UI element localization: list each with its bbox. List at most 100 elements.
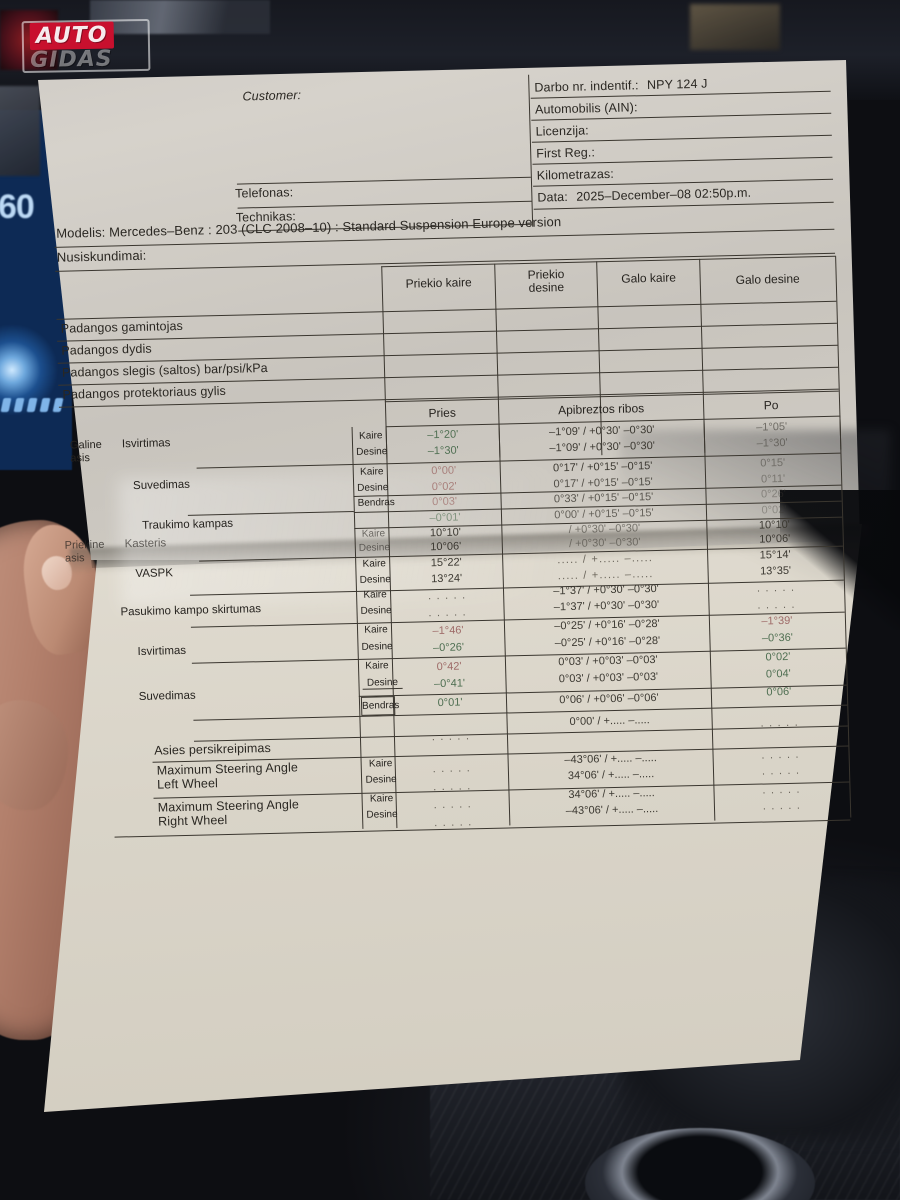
rear-r4-side: Bendras	[357, 497, 396, 509]
data-label: Data:	[537, 189, 568, 205]
front-r1-side: Desine	[358, 542, 391, 554]
front-r3-pries: 13°24'	[431, 572, 463, 586]
measure-col-before: Pries	[428, 405, 457, 421]
wheel-col-rear-left: Galo kaire	[621, 270, 677, 286]
front-r8-side: Kaire	[365, 660, 389, 672]
rear-group-isvirtimas: Isvirtimas	[121, 437, 171, 451]
complaints-label: Nusiskundimai:	[56, 247, 147, 265]
licenzija-label: Licenzija:	[535, 123, 589, 139]
front-group-vaspk: VASPK	[135, 567, 174, 581]
front-group-pasukimo: Pasukimo kampo skirtumas	[120, 603, 262, 619]
rear-r1-limits: –1°09' / +0°30' –0°30'	[549, 439, 656, 455]
header-row-kilometrazas: Kilometrazas:	[537, 165, 618, 185]
kilometrazas-label: Kilometrazas:	[536, 166, 615, 183]
bottom-r4-side: Desine	[366, 809, 398, 821]
bottom-r4-limits: –43°06' / +..... –.....	[565, 802, 659, 818]
front-r5-po: . . . . .	[757, 598, 796, 612]
msa-right-label: Maximum Steering Angle Right Wheel	[157, 797, 300, 829]
rear-axle-label-l1: Galine	[69, 438, 102, 452]
rear-r1-pries: –1°30'	[427, 444, 459, 458]
rear-r2-pries: 0°00'	[431, 464, 457, 478]
finger	[0, 700, 68, 810]
front-r2-pries: 15°22'	[430, 556, 462, 570]
wheel-col-rear-right: Galo desine	[735, 271, 800, 288]
front-r9-pries: –0°41'	[433, 677, 466, 691]
front-axle-label-l2: asis	[64, 551, 85, 565]
customer-rule	[236, 176, 531, 185]
wheel-col-front-right-l2: desine	[528, 279, 565, 295]
paper-corner-shadow	[780, 490, 900, 630]
bottom-r2-side: Desine	[365, 774, 397, 786]
customer-label: Customer:	[242, 88, 302, 104]
bottom-r3-pries: . . . . .	[433, 798, 473, 812]
front-axle-label-l1: Priekine	[64, 538, 105, 552]
header-row-data: Data: 2025–December–08 02:50p.m.	[537, 184, 751, 207]
front-r0-pries: 10°10'	[429, 526, 462, 540]
front-r1-po: 10°06'	[759, 532, 791, 546]
front-r6-pries: –1°46'	[432, 624, 464, 638]
front-r0-po: 10°10'	[758, 518, 791, 532]
dashboard-trim	[90, 0, 270, 34]
rear-r2-limits: 0°17' / +0°15' –0°15'	[552, 460, 653, 475]
rear-r0-pries: –1°20'	[427, 428, 459, 442]
bottom-r1-po: . . . . .	[761, 748, 800, 762]
complaints-rule	[55, 252, 836, 273]
rear-grp-rule-0	[196, 463, 353, 469]
vent-trim	[0, 86, 40, 176]
rear-grp-rule-1	[187, 510, 354, 517]
msa-left-label: Maximum Steering Angle Left Wheel	[157, 760, 299, 792]
rear-r1-side: Desine	[356, 446, 388, 458]
data-value: 2025–December–08 02:50p.m.	[576, 185, 752, 204]
rear-r2-side: Kaire	[359, 466, 384, 478]
front-r4-side: Kaire	[363, 589, 387, 601]
bottom-r0-limits: 0°00' / +..... –.....	[569, 714, 650, 729]
autogidas-watermark: AUTO GIDAS	[21, 18, 151, 74]
bottom-r4-po: . . . . .	[762, 799, 802, 813]
bottom-r2-limits: 34°06' / +..... –.....	[567, 768, 655, 783]
front-r3-limits: ..... / +..... –.....	[557, 568, 654, 583]
front-r5-side: Desine	[360, 605, 392, 617]
bottom-r1-pries: . . . . .	[432, 762, 472, 776]
measure-col-limits: Apibreztos ribos	[557, 401, 645, 418]
front-r4-pries: . . . . .	[427, 589, 467, 603]
rear-group-suvedimas: Suvedimas	[132, 478, 191, 493]
front-group-kasteris: Kasteris	[124, 537, 167, 551]
bottom-r2-po: . . . . .	[761, 764, 801, 778]
automobilis-label: Automobilis (AIN):	[534, 100, 638, 117]
header-row-licenzija: Licenzija:	[535, 121, 593, 140]
msa-right-l2: Right Wheel	[157, 812, 228, 829]
front-r10-pries: 0°01'	[437, 696, 463, 710]
front-axle-label: Priekine asis	[64, 539, 104, 565]
speedometer-reading: 60	[0, 188, 35, 226]
measure-col-after: Po	[763, 398, 779, 413]
rear-r0-side: Kaire	[358, 430, 383, 442]
rear-r2-po: 0°15'	[760, 456, 786, 470]
front-r8-po: 0°02'	[765, 650, 791, 664]
bottom-r3-po: . . . . .	[762, 783, 801, 797]
dashboard-trim-right	[690, 4, 780, 50]
front-group-isvirtimas: Isvirtimas	[137, 644, 187, 659]
front-r7-side: Desine	[361, 641, 393, 653]
darbo-value: NPY 124 J	[646, 76, 708, 93]
asies-label: Asies persikreipimas	[154, 740, 272, 758]
header-row-automobilis: Automobilis (AIN):	[535, 98, 642, 118]
rear-r0-po: –1°05'	[756, 420, 788, 434]
wheel-col-front-left: Priekio kaire	[405, 275, 472, 291]
tyre-row-2-label: Padangos slegis (saltos) bar/psi/kPa	[61, 360, 268, 380]
front-r9-limits: 0°03' / +0°03' –0°03'	[558, 670, 659, 686]
rear-axle-label-l2: asis	[70, 451, 91, 465]
front-r3-side: Desine	[359, 574, 391, 586]
front-r6-po: –1°39'	[761, 614, 793, 628]
front-r0-side: Kaire	[361, 528, 386, 540]
tyre-row-3-label: Padangos protektoriaus gylis	[62, 383, 227, 402]
front-r7-po: –0°36'	[761, 631, 794, 645]
telefonas-label: Telefonas:	[235, 185, 294, 201]
front-group-suvedimas: Suvedimas	[138, 689, 196, 704]
front-r5-limits: –1°37' / +0°30' –0°30'	[553, 598, 660, 614]
front-r10-po: 0°06'	[766, 685, 792, 699]
front-r9-po: 0°04'	[765, 667, 791, 681]
wheelhdr-bottom	[56, 300, 837, 321]
rear-r5-pries: –0°01'	[429, 511, 461, 525]
alignment-form: Customer: Telefonas: Technikas: Darbo nr…	[46, 60, 857, 848]
